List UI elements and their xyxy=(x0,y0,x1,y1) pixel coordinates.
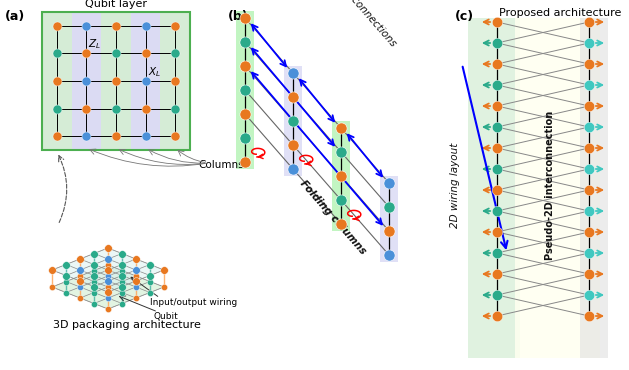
Text: Columns: Columns xyxy=(198,160,243,170)
FancyBboxPatch shape xyxy=(580,18,608,358)
Text: Input/output wiring: Input/output wiring xyxy=(150,298,237,307)
FancyBboxPatch shape xyxy=(131,12,160,150)
Text: Qubit: Qubit xyxy=(153,312,178,321)
FancyBboxPatch shape xyxy=(72,12,101,150)
Text: 2D wiring layout: 2D wiring layout xyxy=(450,142,460,228)
Text: Folding columns: Folding columns xyxy=(298,178,368,256)
FancyBboxPatch shape xyxy=(101,12,131,150)
Text: $Z_L$: $Z_L$ xyxy=(89,38,101,51)
FancyBboxPatch shape xyxy=(332,121,350,231)
FancyBboxPatch shape xyxy=(236,11,254,169)
Text: $X_L$: $X_L$ xyxy=(148,65,161,79)
Text: Proposed architecture: Proposed architecture xyxy=(499,8,621,18)
FancyBboxPatch shape xyxy=(42,12,72,150)
Polygon shape xyxy=(52,265,164,309)
Text: (b): (b) xyxy=(228,10,248,23)
Polygon shape xyxy=(52,248,164,292)
Text: (a): (a) xyxy=(5,10,25,23)
Text: 3D packaging architecture: 3D packaging architecture xyxy=(53,320,201,330)
FancyBboxPatch shape xyxy=(380,176,398,262)
Text: Qubit layer: Qubit layer xyxy=(85,0,147,9)
Text: Stretched connections: Stretched connections xyxy=(313,0,398,48)
FancyBboxPatch shape xyxy=(515,18,600,358)
Text: (c): (c) xyxy=(455,10,474,23)
FancyBboxPatch shape xyxy=(284,66,302,176)
Text: Pseudo-2D interconnection: Pseudo-2D interconnection xyxy=(545,110,555,260)
FancyBboxPatch shape xyxy=(160,12,190,150)
FancyBboxPatch shape xyxy=(468,18,520,358)
